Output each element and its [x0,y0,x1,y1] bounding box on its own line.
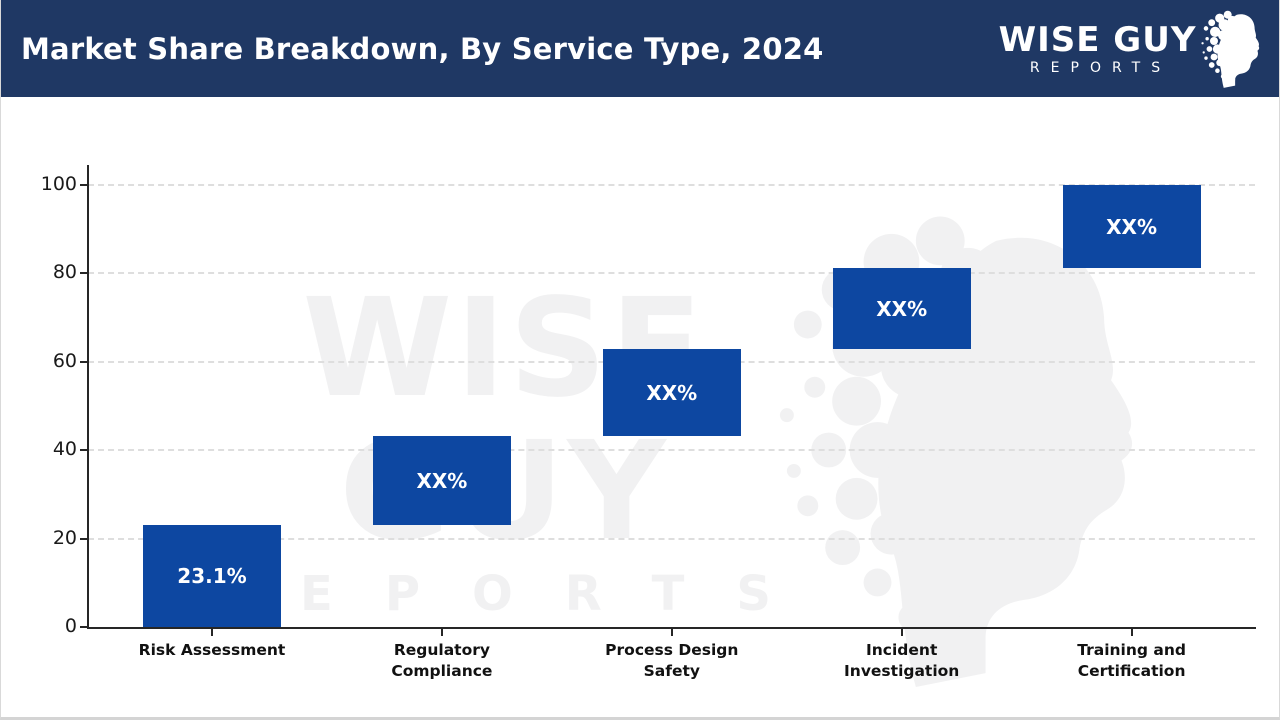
gridline [88,449,1255,452]
header-bar: Market Share Breakdown, By Service Type,… [1,0,1279,97]
y-tick [80,360,88,363]
bar: 23.1% [143,524,281,627]
y-tick-label: 0 [64,615,77,637]
x-tick [1130,629,1133,636]
page-title: Market Share Breakdown, By Service Type,… [21,31,824,66]
x-tick-label-line: Investigation [844,662,960,680]
wiseguy-logo: WISE GUY REPORTS [999,6,1267,92]
x-tick-label-line: Regulatory [393,641,490,659]
x-tick [670,629,673,636]
x-tick-label: Regulatory Compliance [326,640,558,682]
wiseguy-head-icon [1198,9,1267,89]
bar: XX% [832,268,971,350]
x-tick-label: Process Design Safety [556,640,788,682]
bar: XX% [602,349,741,437]
bar-value-label: XX% [1106,214,1158,239]
x-tick-label-line: Compliance [391,662,493,680]
x-tick-label-line: Training and [1077,641,1186,659]
y-tick [80,537,88,540]
y-tick [80,449,88,452]
logo-wiseguy-label: WISE GUY [998,20,1197,60]
bar: XX% [1062,185,1201,269]
x-tick-label-line: Safety [643,662,700,680]
y-tick-label: 40 [52,438,77,461]
x-tick-label-line: Process Design [605,641,739,659]
gridline [88,184,1255,186]
y-tick-label: 100 [40,173,77,195]
gridline [88,537,1255,540]
logo-text: WISE GUY REPORTS [999,23,1197,75]
x-tick-label-line: Incident [866,641,938,659]
x-tick-label: Risk Assessment [96,640,328,661]
x-tick [211,629,213,636]
bar-value-label: XX% [646,380,698,405]
bar-value-label: XX% [876,296,928,321]
y-axis-line [87,165,89,629]
gridline [88,272,1255,275]
x-axis-line [87,627,1256,629]
x-tick-label: Training and Certification [1016,640,1248,682]
y-tick [80,626,88,628]
bar: XX% [372,436,511,525]
y-tick-label: 60 [52,349,77,372]
y-tick-label: 20 [52,526,77,549]
x-tick [440,629,443,636]
y-tick [80,184,88,186]
y-tick [80,272,88,275]
x-tick [900,629,903,636]
bar-value-label: XX% [416,468,468,493]
x-tick-label-line: Certification [1077,662,1186,680]
bar-value-label: 23.1% [177,563,247,588]
logo-reports-label: REPORTS [1029,60,1172,76]
x-tick-label: Incident Investigation [786,640,1018,682]
y-tick-label: 80 [52,261,77,284]
watermark-reports: REPORTS [211,565,823,622]
x-tick-label-line: Risk Assessment [138,641,286,659]
